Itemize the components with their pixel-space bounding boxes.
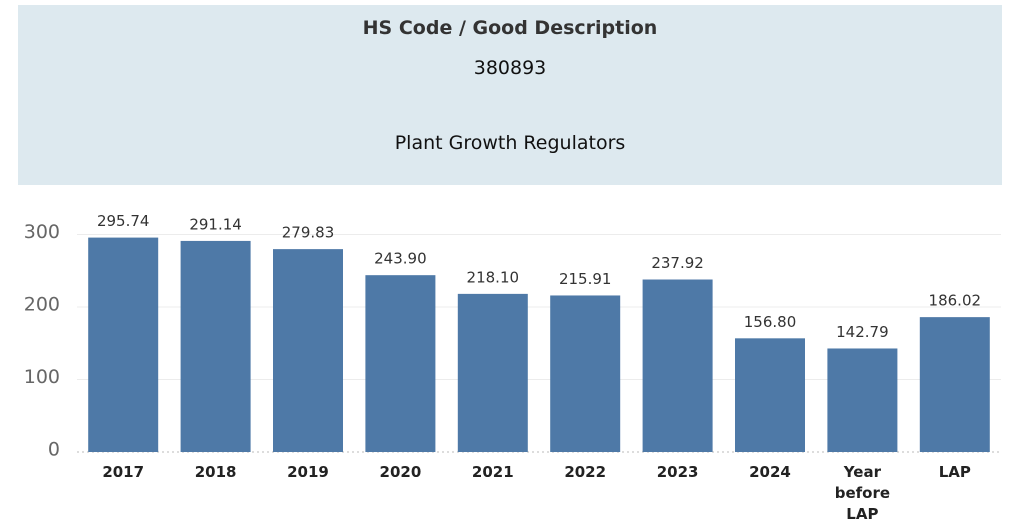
x-tick-label: 2018 [194,463,237,481]
x-tick-label: 2024 [749,463,791,481]
bar [919,317,990,452]
value-label: 215.91 [559,270,612,288]
x-tick-label: Year before LAP [834,463,891,523]
value-label: 186.02 [929,292,982,310]
x-tick-label: 2022 [564,463,607,481]
value-label: 156.80 [744,313,797,331]
bar [180,240,251,452]
x-tick-label: 2019 [287,463,329,481]
x-tick-label: 2020 [379,463,422,481]
bar [88,237,159,452]
good-description: Plant Growth Regulators [394,132,626,154]
x-tick-label: 2023 [656,463,699,481]
y-tick-label: 200 [24,294,60,316]
bar [457,293,528,452]
value-label: 279.83 [282,224,335,242]
header-title: HS Code / Good Description [362,17,658,39]
bar [642,279,713,452]
bar [735,338,805,452]
y-tick-label: 100 [24,366,60,388]
value-label: 295.74 [97,212,150,230]
hs-code: 380893 [473,57,547,79]
value-label: 237.92 [651,254,704,272]
bar [365,275,436,452]
bar [827,348,898,452]
x-tick-label: 2021 [471,463,514,481]
y-tick-label: 300 [24,221,60,243]
y-tick-label: 0 [48,439,60,461]
value-label: 243.90 [374,250,427,268]
x-tick-label: LAP [938,463,971,481]
value-label: 218.10 [467,268,520,286]
bar [273,249,343,452]
bar [550,295,621,452]
value-label: 291.14 [189,215,242,233]
x-tick-label: 2017 [102,463,145,481]
header-panel: HS Code / Good Description 380893 Plant … [18,5,1002,185]
value-label: 142.79 [836,323,889,341]
